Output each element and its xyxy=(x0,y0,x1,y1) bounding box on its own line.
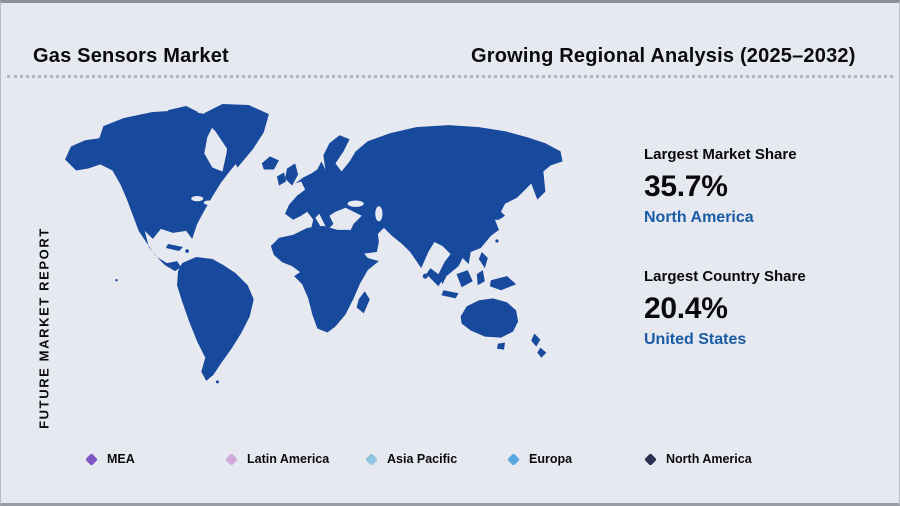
page-subtitle: Growing Regional Analysis (2025–2032) xyxy=(471,45,856,67)
stat-value: 20.4% xyxy=(644,292,728,325)
legend-diamond-icon xyxy=(507,452,520,466)
landmass-south-america xyxy=(177,257,254,381)
landmass-north-america xyxy=(65,110,247,272)
legend-item-asia-pacific: Asia Pacific xyxy=(365,451,458,467)
legend-diamond-icon xyxy=(644,452,657,466)
landmass-philippines xyxy=(478,252,488,269)
landmass-greenland xyxy=(204,104,269,168)
great-lakes xyxy=(191,196,204,202)
brand-watermark-text: FUTURE MARKET REPORT xyxy=(36,227,52,429)
landmass-hispaniola xyxy=(185,249,189,253)
stat-region: United States xyxy=(644,331,747,348)
legend-diamond-icon xyxy=(85,452,98,466)
landmass-japan xyxy=(480,205,501,231)
world-map-landmass xyxy=(65,104,563,384)
landmass-ireland xyxy=(276,172,287,186)
stat-value: 35.7% xyxy=(644,170,728,203)
landmass-sri-lanka xyxy=(422,273,428,279)
legend-label: Europa xyxy=(529,452,573,466)
world-map-water-cutouts xyxy=(191,196,383,222)
legend-label: MEA xyxy=(107,452,135,466)
page-title: Gas Sensors Market xyxy=(33,45,229,67)
landmass-hawaii xyxy=(115,278,118,282)
legend-item-europa: Europa xyxy=(507,451,573,467)
landmass-taiwan xyxy=(495,239,499,243)
legend-label: Asia Pacific xyxy=(387,452,458,466)
landmass-madagascar xyxy=(356,291,370,314)
landmass-australia xyxy=(460,298,519,338)
stat-label: Largest Market Share xyxy=(644,146,797,163)
legend-label: Latin America xyxy=(247,452,330,466)
landmass-caribbean xyxy=(165,243,184,252)
landmass-new-zealand xyxy=(531,333,547,358)
legend-diamond-icon xyxy=(365,452,378,466)
legend-item-latin-america: Latin America xyxy=(225,451,330,467)
legend-item-mea: MEA xyxy=(85,451,135,467)
landmass-iceland xyxy=(261,156,279,170)
black-sea xyxy=(347,200,364,207)
landmass-arctic-islands xyxy=(131,106,202,135)
legend-label: North America xyxy=(666,452,752,466)
great-lakes-east xyxy=(203,200,213,205)
landmass-indonesia xyxy=(426,268,517,299)
caspian-sea xyxy=(375,206,383,222)
legend-item-north-america: North America xyxy=(644,451,752,467)
stat-card-market-share: Largest Market Share 35.7% North America xyxy=(644,146,894,227)
dotted-divider xyxy=(7,75,893,78)
stat-label: Largest Country Share xyxy=(644,268,806,285)
stat-card-country-share: Largest Country Share 20.4% United State… xyxy=(644,268,894,349)
landmass-africa xyxy=(270,225,379,333)
world-map-image xyxy=(65,104,563,384)
landmass-britain xyxy=(285,163,299,186)
stat-region: North America xyxy=(644,209,754,226)
legend-diamond-icon xyxy=(225,452,238,466)
landmass-falklands xyxy=(215,380,219,384)
landmass-tasmania xyxy=(496,342,506,350)
